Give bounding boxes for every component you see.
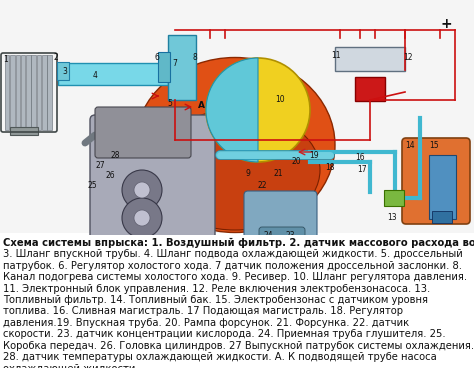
Text: 11. Электронный блок управления. 12. Реле включения электробензонасоса. 13.: 11. Электронный блок управления. 12. Рел… [3, 284, 430, 294]
FancyBboxPatch shape [31, 55, 36, 130]
Text: 8: 8 [192, 53, 197, 61]
Text: топлива. 16. Сливная магистраль. 17 Подающая магистраль. 18. Регулятор: топлива. 16. Сливная магистраль. 17 Пода… [3, 307, 403, 316]
FancyBboxPatch shape [21, 55, 26, 130]
Text: 26: 26 [105, 170, 115, 180]
Text: охлаждающей жидкости.: охлаждающей жидкости. [3, 364, 138, 368]
Text: 18: 18 [325, 163, 335, 173]
FancyBboxPatch shape [168, 35, 196, 100]
Text: A: A [198, 101, 205, 110]
FancyBboxPatch shape [355, 77, 385, 101]
Text: скорости. 23. датчик концентрации кислорода. 24. Приемная труба глушителя. 25.: скорости. 23. датчик концентрации кислор… [3, 329, 446, 339]
FancyBboxPatch shape [429, 155, 456, 219]
FancyBboxPatch shape [47, 55, 52, 130]
FancyBboxPatch shape [26, 55, 31, 130]
FancyBboxPatch shape [432, 211, 452, 223]
Text: 5: 5 [168, 99, 173, 107]
Text: 4: 4 [92, 71, 98, 79]
Text: 6: 6 [155, 53, 159, 61]
FancyBboxPatch shape [58, 63, 168, 85]
FancyBboxPatch shape [5, 55, 9, 130]
Text: 23: 23 [285, 230, 295, 240]
Text: Топливный фильтр. 14. Топливный бак. 15. Электробензонас с датчиком уровня: Топливный фильтр. 14. Топливный бак. 15.… [3, 295, 428, 305]
Circle shape [122, 198, 162, 238]
Text: 27: 27 [95, 160, 105, 170]
Text: 13: 13 [387, 212, 397, 222]
Text: 11: 11 [331, 50, 341, 60]
FancyBboxPatch shape [90, 115, 215, 240]
Text: 20: 20 [291, 158, 301, 166]
FancyBboxPatch shape [10, 127, 38, 135]
Text: патрубок. 6. Регулятор холостого хода. 7 датчик положения дроссельной заслонки. : патрубок. 6. Регулятор холостого хода. 7… [3, 261, 462, 271]
FancyBboxPatch shape [37, 55, 41, 130]
FancyBboxPatch shape [402, 138, 470, 224]
Text: 14: 14 [405, 141, 415, 149]
Text: +: + [440, 17, 452, 31]
Circle shape [134, 210, 150, 226]
Text: 3: 3 [63, 67, 67, 77]
Text: 12: 12 [403, 53, 413, 61]
FancyBboxPatch shape [259, 227, 305, 251]
FancyBboxPatch shape [0, 0, 474, 233]
Text: 10: 10 [275, 96, 285, 105]
Text: 19: 19 [309, 151, 319, 159]
FancyBboxPatch shape [42, 55, 46, 130]
Text: 1: 1 [4, 56, 9, 64]
Text: давления.19. Впускная труба. 20. Рампа форсунок. 21. Форсунка. 22. датчик: давления.19. Впускная труба. 20. Рампа ф… [3, 318, 409, 328]
Text: 17: 17 [357, 166, 367, 174]
Circle shape [122, 170, 162, 210]
Text: 9: 9 [246, 169, 250, 177]
Wedge shape [206, 58, 258, 162]
Text: 2: 2 [54, 53, 58, 61]
Text: 24: 24 [263, 230, 273, 240]
Text: 3. Шланг впускной трубы. 4. Шланг подвода охлаждающей жидкости. 5. дроссельный: 3. Шланг впускной трубы. 4. Шланг подвод… [3, 250, 463, 259]
FancyBboxPatch shape [95, 107, 191, 158]
FancyBboxPatch shape [10, 55, 15, 130]
Text: 7: 7 [173, 59, 177, 67]
FancyBboxPatch shape [0, 235, 474, 368]
Text: 28. датчик температуры охлаждающей жидкости. А. К подводящей трубе насоса: 28. датчик температуры охлаждающей жидко… [3, 352, 437, 362]
Ellipse shape [150, 110, 320, 230]
FancyBboxPatch shape [57, 62, 69, 80]
Text: 16: 16 [355, 153, 365, 163]
FancyBboxPatch shape [16, 55, 20, 130]
Circle shape [134, 182, 150, 198]
Text: Канал подогрева системы холостого хода. 9. Ресивер. 10. Шланг регулятора давлени: Канал подогрева системы холостого хода. … [3, 272, 467, 282]
FancyBboxPatch shape [244, 191, 317, 239]
Text: 22: 22 [257, 180, 267, 190]
Ellipse shape [135, 57, 335, 233]
Text: 15: 15 [429, 141, 439, 149]
FancyBboxPatch shape [335, 47, 405, 71]
Circle shape [206, 58, 310, 162]
FancyBboxPatch shape [384, 190, 404, 206]
Text: 25: 25 [87, 180, 97, 190]
Text: Схема системы впрыска: 1. Воздушный фильтр. 2. датчик массового расхода воздуха.: Схема системы впрыска: 1. Воздушный филь… [3, 238, 474, 248]
Text: 28: 28 [110, 151, 120, 159]
Text: 21: 21 [273, 169, 283, 177]
Text: Коробка передач. 26. Головка цилиндров. 27 Выпускной патрубок системы охлаждения: Коробка передач. 26. Головка цилиндров. … [3, 341, 474, 351]
FancyBboxPatch shape [158, 52, 170, 82]
